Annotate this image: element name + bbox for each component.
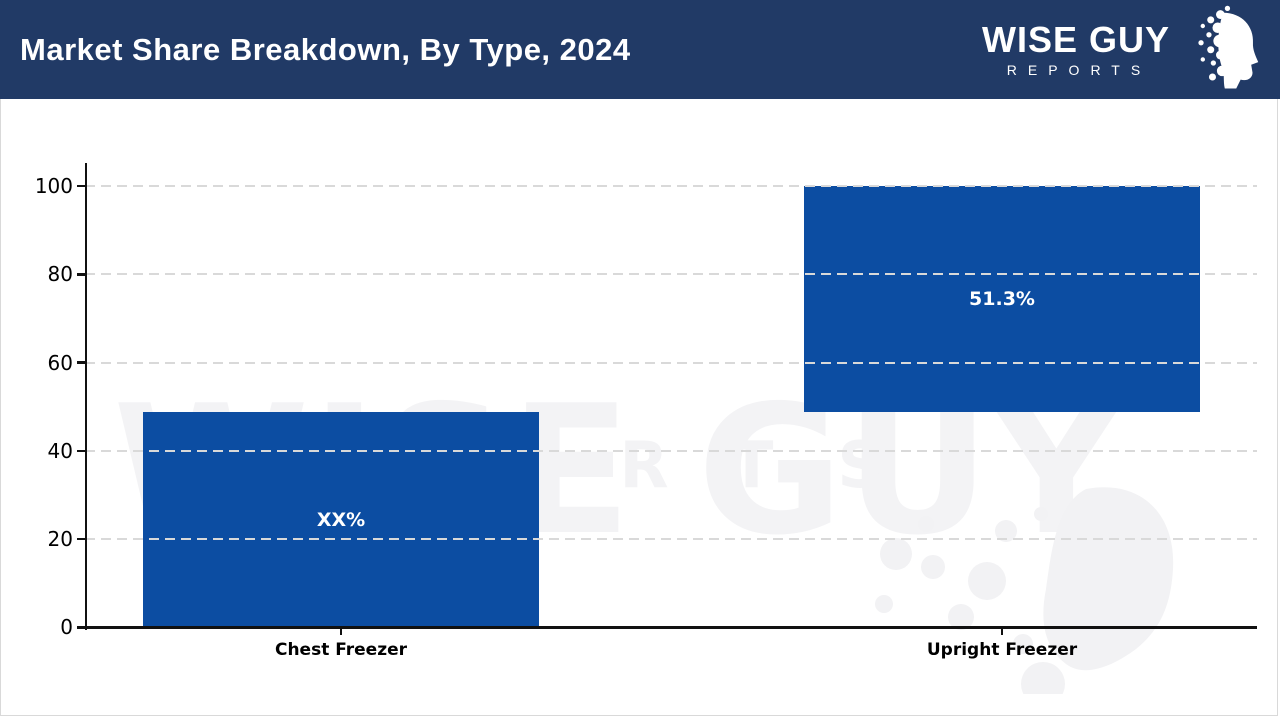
y-axis-tick	[77, 184, 85, 188]
y-axis-tick	[77, 626, 85, 629]
y-axis-tick-label: 60	[47, 350, 73, 375]
bar-chest-freezer	[143, 412, 539, 628]
x-axis-category-label: Upright Freezer	[926, 640, 1078, 661]
page-title: Market Share Breakdown, By Type, 2024	[20, 31, 631, 67]
y-axis-tick-label: 20	[47, 527, 73, 552]
x-axis-tick	[1000, 627, 1004, 636]
y-axis-tick	[77, 361, 85, 364]
dotted-head-icon	[1172, 4, 1260, 96]
bar-value-label: XX%	[316, 508, 366, 531]
bar-upright-freezer	[804, 186, 1200, 413]
y-axis-tick-label: 0	[60, 615, 73, 640]
brand-logo: WISE GUY REPORTS	[982, 4, 1260, 96]
gridline	[85, 361, 1257, 364]
header-bar: Market Share Breakdown, By Type, 2024 WI…	[0, 0, 1280, 99]
y-axis-tick-label: 80	[47, 262, 73, 287]
y-axis-tick	[77, 537, 85, 541]
gridline	[85, 273, 1257, 276]
gridline	[85, 538, 1257, 541]
y-axis-tick-label: 100	[34, 174, 73, 199]
gridline	[85, 449, 1257, 452]
y-axis-tick	[77, 449, 85, 453]
x-axis-category-label: Chest Freezer	[274, 640, 408, 661]
brand-subname: REPORTS	[1006, 62, 1152, 78]
watermark-head-icon	[861, 394, 1191, 706]
x-axis-line	[85, 626, 1257, 630]
bar-value-label: 51.3%	[969, 288, 1035, 311]
brand-logo-text: WISE GUY REPORTS	[981, 19, 1170, 78]
y-axis-tick	[77, 273, 85, 276]
chart-area: WISE GUY REPORTS 0 20 40 60 80 100 XX% Chest Fr…	[0, 99, 1278, 716]
y-axis-line	[85, 163, 87, 631]
x-axis-tick	[339, 627, 343, 636]
y-axis-tick-label: 40	[47, 438, 73, 463]
gridline	[85, 185, 1257, 188]
brand-name: WISE GUY	[981, 19, 1170, 60]
